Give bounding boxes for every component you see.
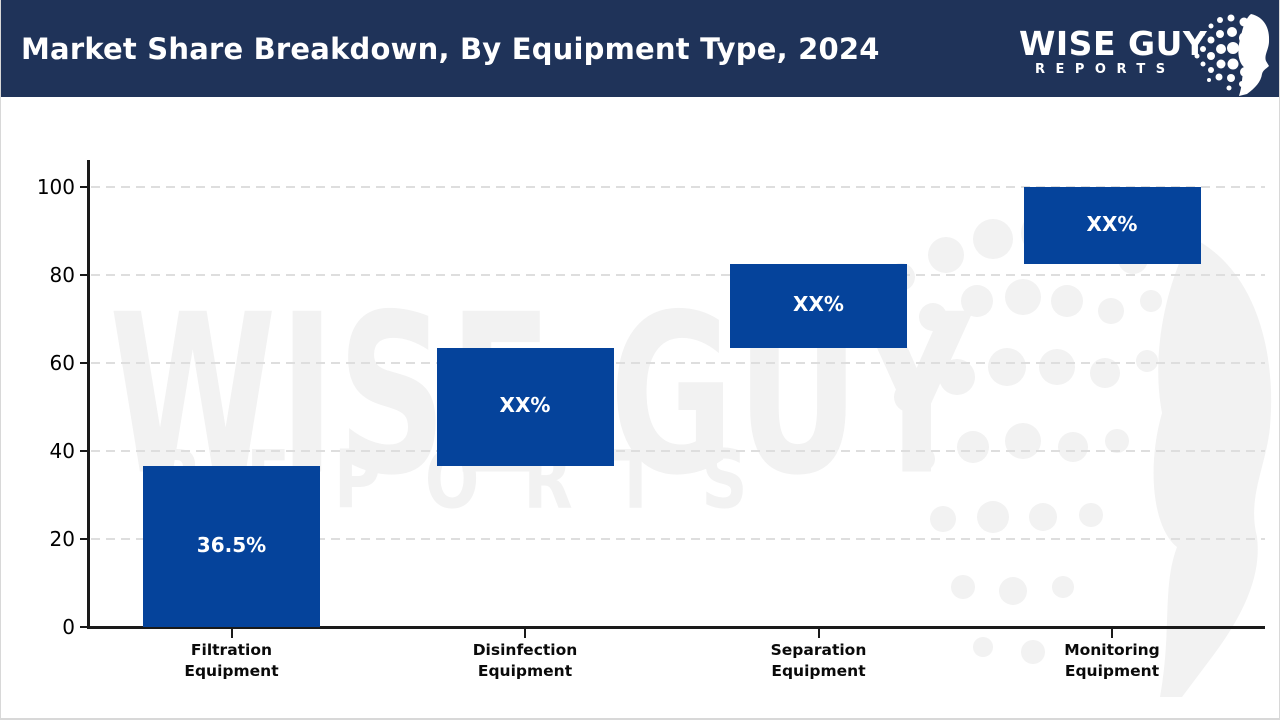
bar-segment xyxy=(436,347,614,467)
y-tick-mark xyxy=(80,626,89,628)
bar-segment xyxy=(730,264,907,348)
y-axis-line xyxy=(87,160,90,629)
y-tick-mark xyxy=(80,274,89,276)
y-tick-label: 100 xyxy=(36,175,75,199)
page-title: Market Share Breakdown, By Equipment Typ… xyxy=(21,31,880,66)
logo-wordmark: WISE GUY xyxy=(1019,24,1208,63)
x-tick-mark xyxy=(524,629,526,638)
y-tick-label: 80 xyxy=(49,263,75,287)
header-band: Market Share Breakdown, By Equipment Typ… xyxy=(1,0,1279,97)
x-tick-mark xyxy=(230,629,233,638)
gridline xyxy=(91,362,1265,364)
bar-value-label: XX% xyxy=(499,393,551,417)
bar-segment xyxy=(143,466,320,627)
watermark-face-icon xyxy=(883,211,1272,697)
wiseguy-face-icon xyxy=(1194,14,1270,96)
x-tick-mark xyxy=(1111,629,1113,638)
gridline xyxy=(91,450,1265,452)
y-tick-label: 0 xyxy=(62,615,75,639)
x-category-label: Monitoring Equipment xyxy=(1064,641,1160,680)
bar-value-label: XX% xyxy=(1086,211,1138,236)
y-tick-label: 60 xyxy=(49,351,75,375)
gridline xyxy=(91,538,1265,540)
y-tick-mark xyxy=(80,362,89,364)
y-tick-label: 20 xyxy=(49,527,75,551)
x-axis-line xyxy=(87,626,1265,629)
bar-value-label: XX% xyxy=(793,291,844,316)
gridline xyxy=(91,274,1265,276)
logo-subtitle: REPORTS xyxy=(1035,62,1176,77)
x-category-label: Filtration Equipment xyxy=(184,641,279,680)
y-tick-mark xyxy=(80,186,89,188)
y-tick-label: 40 xyxy=(49,439,75,463)
x-tick-mark xyxy=(817,629,820,638)
wiseguy-logo: WISE GUY REPORTS xyxy=(1019,10,1270,96)
x-category-label: Disinfection Equipment xyxy=(472,641,578,680)
x-category-label: Separation Equipment xyxy=(770,641,867,680)
gridline xyxy=(91,186,1265,188)
bar-value-label: 36.5% xyxy=(196,532,267,557)
y-tick-mark xyxy=(80,450,89,452)
bar-segment xyxy=(1023,187,1201,264)
y-tick-mark xyxy=(80,538,89,540)
